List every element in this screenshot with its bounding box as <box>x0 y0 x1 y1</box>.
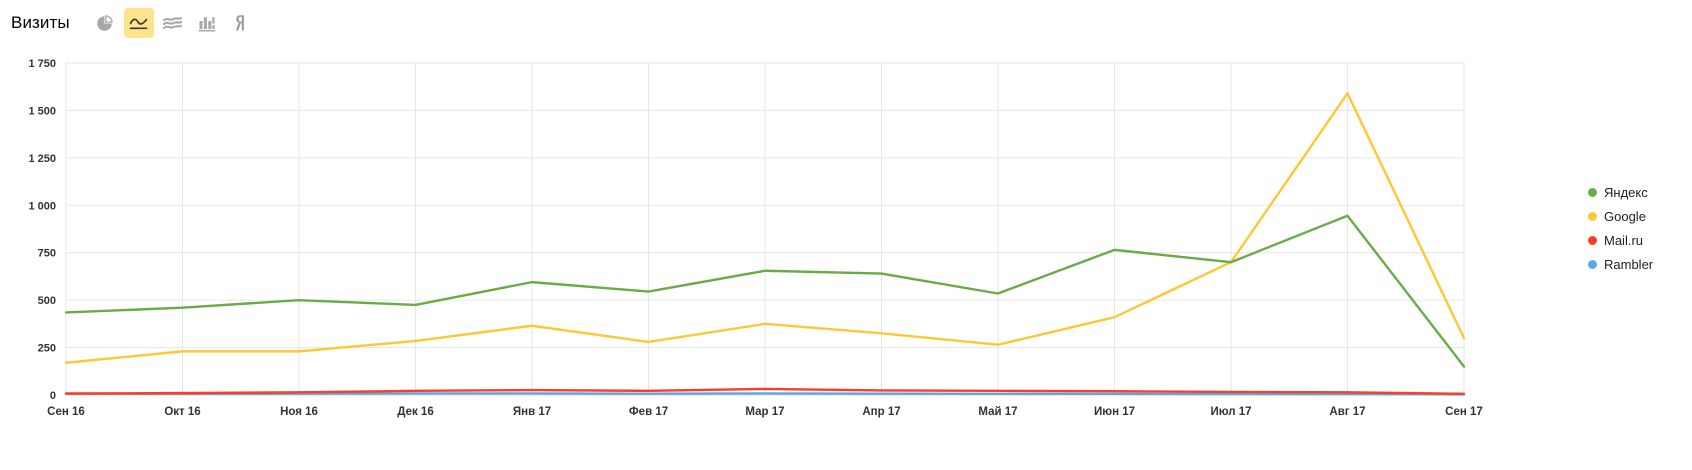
x-axis-tick-label: Мар 17 <box>745 406 784 418</box>
legend-label: Google <box>1604 209 1646 224</box>
legend-color-dot-icon <box>1588 188 1597 197</box>
legend-item-yandex[interactable]: Яндекс <box>1588 186 1692 199</box>
line-chart-icon <box>129 15 148 32</box>
x-axis-tick-label: Май 17 <box>978 406 1017 418</box>
area-chart-icon-button[interactable] <box>158 8 188 38</box>
y-axis-tick-label: 0 <box>50 390 56 402</box>
chart-x-axis-labels: Сен 16 Окт 16 Ноя 16 Дек 16 Янв 17 Фев 17 Мар … <box>47 406 1483 418</box>
chart-series-lines <box>64 92 1466 396</box>
chart-type-toolbar <box>90 8 256 38</box>
legend-label: Яндекс <box>1604 185 1648 200</box>
pie-chart-icon-button[interactable] <box>90 8 120 38</box>
y-axis-tick-label: 1 250 <box>28 153 56 165</box>
series-line-rambler[interactable] <box>64 392 1466 396</box>
x-axis-tick-label: Дек 16 <box>397 406 433 418</box>
x-axis-tick-label: Окт 16 <box>164 406 200 418</box>
y-axis-tick-label: 1 750 <box>28 58 56 70</box>
x-axis-tick-label: Янв 17 <box>513 406 551 418</box>
bar-chart-icon-button[interactable] <box>192 8 222 38</box>
area-chart-icon <box>163 15 183 32</box>
legend-label: Mail.ru <box>1604 233 1644 248</box>
series-line-mail-ru[interactable] <box>64 387 1466 396</box>
x-axis-tick-label: Июл 17 <box>1210 406 1251 418</box>
chart-y-axis-labels: 0 250 500 750 1 000 1 250 1 500 1 750 <box>28 58 56 402</box>
x-axis-tick-label: Сен 16 <box>47 406 85 418</box>
chart-canvas: 0 250 500 750 1 000 1 250 1 500 1 750 Сен 16 Окт… <box>0 46 1692 470</box>
legend-color-dot-icon <box>1588 260 1597 269</box>
legend-label: Rambler <box>1604 257 1654 272</box>
legend-item-rambler[interactable]: Rambler <box>1588 258 1692 271</box>
map-chart-icon <box>232 14 249 32</box>
x-axis-tick-label: Авг 17 <box>1329 406 1365 418</box>
legend-item-mailru[interactable]: Mail.ru <box>1588 234 1692 247</box>
y-axis-tick-label: 1 500 <box>28 105 56 117</box>
x-axis-tick-label: Июн 17 <box>1094 406 1135 418</box>
x-axis-tick-label: Апр 17 <box>862 406 900 418</box>
y-axis-tick-label: 750 <box>38 248 56 260</box>
legend-item-google[interactable]: Google <box>1588 210 1692 223</box>
series-line--[interactable] <box>64 214 1466 368</box>
chart-plot: 0 250 500 750 1 000 1 250 1 500 1 750 Сен 16 Окт… <box>28 58 1483 418</box>
y-axis-tick-label: 250 <box>38 343 56 355</box>
y-axis-tick-label: 500 <box>38 295 56 307</box>
chart-gridlines <box>65 62 1465 396</box>
bar-chart-icon <box>198 15 216 32</box>
map-chart-icon-button[interactable] <box>226 8 256 38</box>
widget-header: Визиты <box>0 0 1692 46</box>
legend-color-dot-icon <box>1588 212 1597 221</box>
page-title: Визиты <box>11 13 70 32</box>
x-axis-tick-label: Фев 17 <box>629 406 668 418</box>
line-chart-icon-button[interactable] <box>123 8 154 38</box>
pie-chart-icon <box>96 14 114 32</box>
legend-color-dot-icon <box>1588 236 1597 245</box>
y-axis-tick-label: 1 000 <box>28 200 56 212</box>
x-axis-tick-label: Ноя 16 <box>280 406 318 418</box>
chart-legend: Яндекс Google Mail.ru Rambler <box>1588 186 1692 271</box>
x-axis-tick-label: Сен 17 <box>1445 406 1483 418</box>
